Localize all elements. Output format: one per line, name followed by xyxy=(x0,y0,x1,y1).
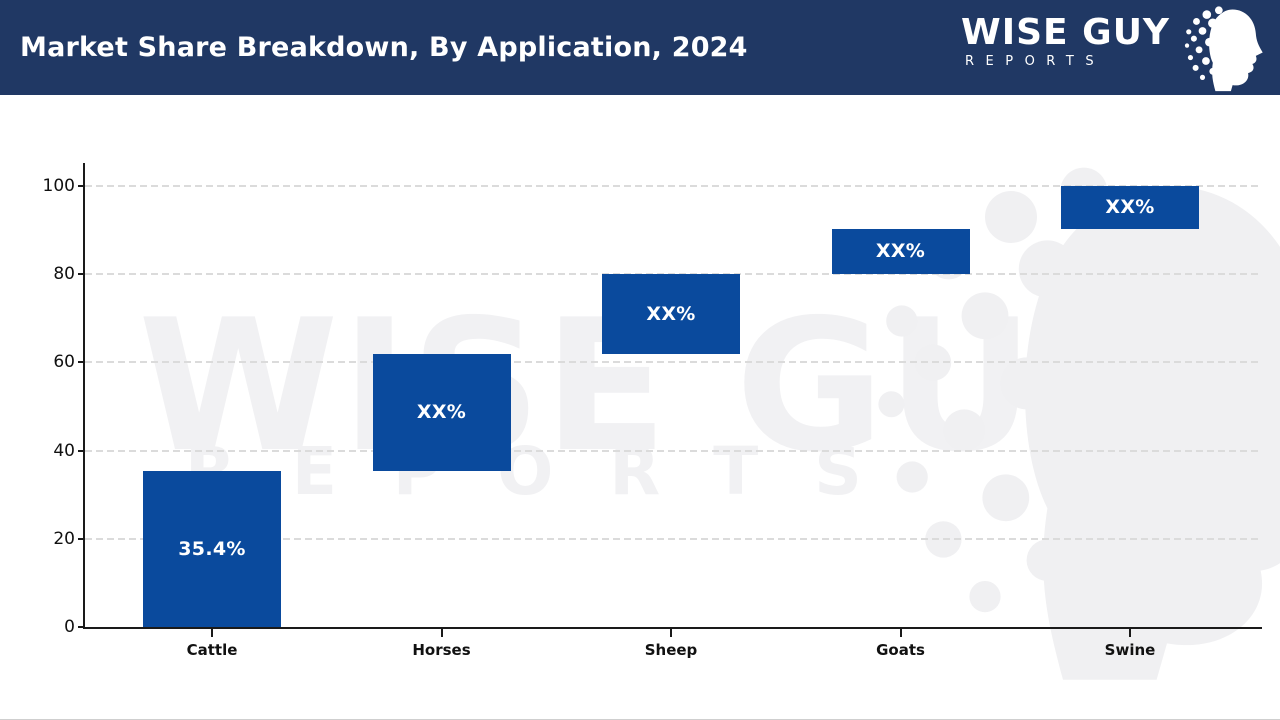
y-tick-label-40: 40 xyxy=(53,440,75,461)
header-bar: Market Share Breakdown, By Application, … xyxy=(0,0,1280,95)
x-tick-label-horses: Horses xyxy=(412,641,471,659)
gridline-100 xyxy=(85,185,1262,187)
y-tick-label-0: 0 xyxy=(64,617,75,637)
bar-swine: XX% xyxy=(1061,186,1199,229)
bar-value-label: 35.4% xyxy=(178,537,246,560)
y-tick-label-80: 80 xyxy=(53,264,75,285)
bar-cattle: 35.4% xyxy=(143,470,281,627)
y-tick-60 xyxy=(78,361,85,364)
bar-horses: XX% xyxy=(372,353,511,471)
y-tick-label-20: 20 xyxy=(53,528,75,549)
watermark-head-icon xyxy=(878,167,1280,680)
x-tick-swine xyxy=(1129,629,1131,637)
x-tick-cattle xyxy=(211,629,213,637)
x-tick-label-cattle: Cattle xyxy=(186,641,238,659)
bar-value-label: XX% xyxy=(416,401,467,424)
y-tick-0 xyxy=(78,626,85,628)
x-tick-horses xyxy=(440,629,443,637)
logo-subtext: REPORTS xyxy=(964,53,1106,69)
y-tick-label-60: 60 xyxy=(53,352,75,373)
x-tick-sheep xyxy=(670,629,672,637)
x-axis-line xyxy=(83,627,1262,629)
gridline-40 xyxy=(85,449,1262,452)
y-tick-100 xyxy=(78,185,85,187)
gridline-60 xyxy=(85,361,1262,364)
x-tick-goats xyxy=(899,629,902,637)
watermark-subtext: REPORTS xyxy=(185,433,918,510)
bar-value-label: XX% xyxy=(646,302,696,325)
logo-text: WISE GUY xyxy=(960,12,1170,53)
y-tick-20 xyxy=(78,537,85,540)
x-tick-label-goats: Goats xyxy=(876,641,925,659)
dotted-head-profile-icon xyxy=(1184,6,1263,92)
gridline-20 xyxy=(85,537,1262,540)
y-tick-80 xyxy=(78,273,85,276)
bar-sheep: XX% xyxy=(602,274,740,354)
y-tick-40 xyxy=(78,449,85,452)
y-axis-line xyxy=(83,163,85,629)
bar-value-label: XX% xyxy=(875,240,926,263)
bar-goats: XX% xyxy=(831,228,970,275)
x-tick-label-sheep: Sheep xyxy=(644,641,698,659)
page-title: Market Share Breakdown, By Application, … xyxy=(20,32,748,63)
y-tick-label-100: 100 xyxy=(42,176,75,196)
bar-value-label: XX% xyxy=(1105,196,1155,219)
x-tick-label-swine: Swine xyxy=(1104,641,1156,659)
wise-guy-logo: WISE GUY REPORTS xyxy=(961,14,1170,69)
